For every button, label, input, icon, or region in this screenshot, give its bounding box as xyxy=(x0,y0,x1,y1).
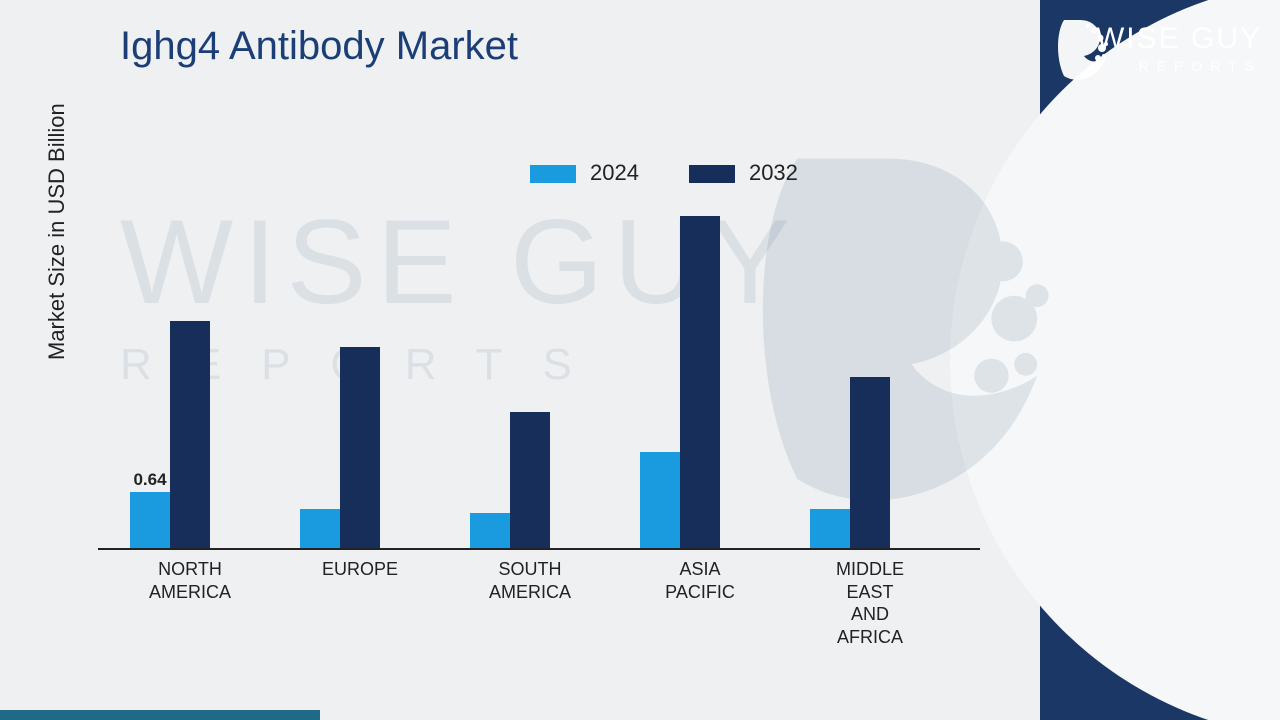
decorative-circle xyxy=(950,0,1280,720)
bar xyxy=(470,513,510,548)
bar xyxy=(130,492,170,548)
legend-item-2032: 2032 xyxy=(689,160,798,186)
category-label: NORTHAMERICA xyxy=(120,558,260,603)
category-label: ASIAPACIFIC xyxy=(630,558,770,603)
plot-area: 0.64 xyxy=(110,200,980,550)
brand-line1: WISE GUY xyxy=(1096,24,1262,54)
bar xyxy=(850,377,890,548)
category-label: SOUTHAMERICA xyxy=(460,558,600,603)
legend-swatch-2024 xyxy=(530,165,576,183)
category-labels-row: NORTHAMERICA EUROPE SOUTHAMERICA ASIAPACIFI… xyxy=(110,552,980,672)
chart-title: Ighg4 Antibody Market xyxy=(120,24,518,69)
chart-stage: WISE GUY REPORTS Ighg4 Antibody Market W… xyxy=(0,0,1280,720)
legend-label-2032: 2032 xyxy=(749,160,798,185)
category-label: MIDDLEEASTANDAFRICA xyxy=(800,558,940,648)
legend: 2024 2032 xyxy=(530,160,798,186)
bar xyxy=(300,509,340,548)
legend-label-2024: 2024 xyxy=(590,160,639,185)
legend-swatch-2032 xyxy=(689,165,735,183)
bar xyxy=(640,452,680,548)
x-axis-line xyxy=(98,548,980,550)
bottom-accent-bar xyxy=(0,710,320,720)
bar xyxy=(170,321,210,549)
bar xyxy=(510,412,550,548)
bar xyxy=(680,216,720,549)
y-axis-label: Market Size in USD Billion xyxy=(44,103,70,360)
bar xyxy=(340,347,380,548)
brand-text: WISE GUY REPORTS xyxy=(1096,24,1262,74)
brand-line2: REPORTS xyxy=(1096,58,1262,74)
legend-item-2024: 2024 xyxy=(530,160,639,186)
bar xyxy=(810,509,850,548)
category-label: EUROPE xyxy=(290,558,430,581)
